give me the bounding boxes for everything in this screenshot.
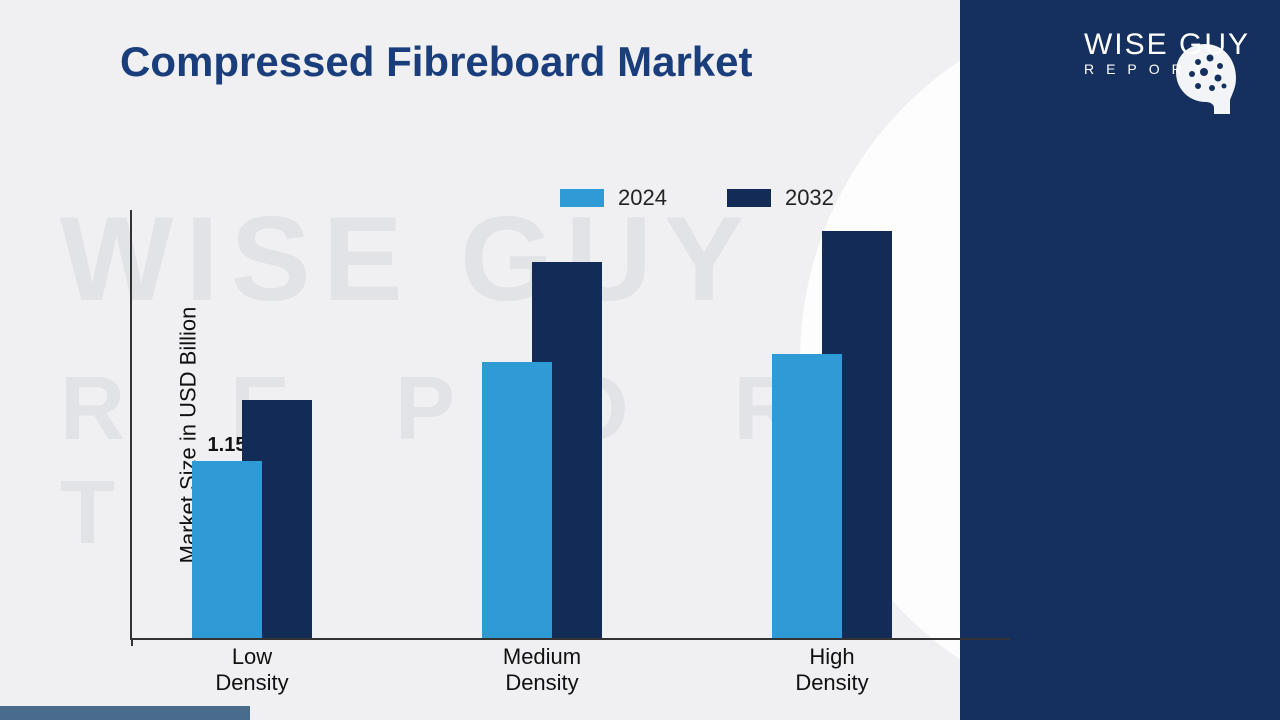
bottom-strip: [0, 706, 250, 720]
chart-canvas: WISE GUY R E P O R T S Compressed Fibreb…: [0, 0, 1280, 720]
brand-head-icon: [1170, 42, 1240, 120]
x-category-label: MediumDensity: [432, 644, 652, 697]
x-category-label: LowDensity: [142, 644, 362, 697]
page-title: Compressed Fibreboard Market: [120, 38, 753, 86]
bar-2024: [192, 461, 262, 638]
plot-area: 1.15LowDensityMediumDensityHighDensity: [130, 210, 1010, 640]
x-category-label: HighDensity: [722, 644, 942, 697]
brand-logo: WISE GUY REPORTS: [1084, 30, 1250, 76]
axis-origin-tick: [131, 638, 133, 646]
bar-2024: [772, 354, 842, 638]
chart-area: Market Size in USD Billion 1.15LowDensit…: [100, 200, 1020, 670]
bar-2024: [482, 362, 552, 638]
